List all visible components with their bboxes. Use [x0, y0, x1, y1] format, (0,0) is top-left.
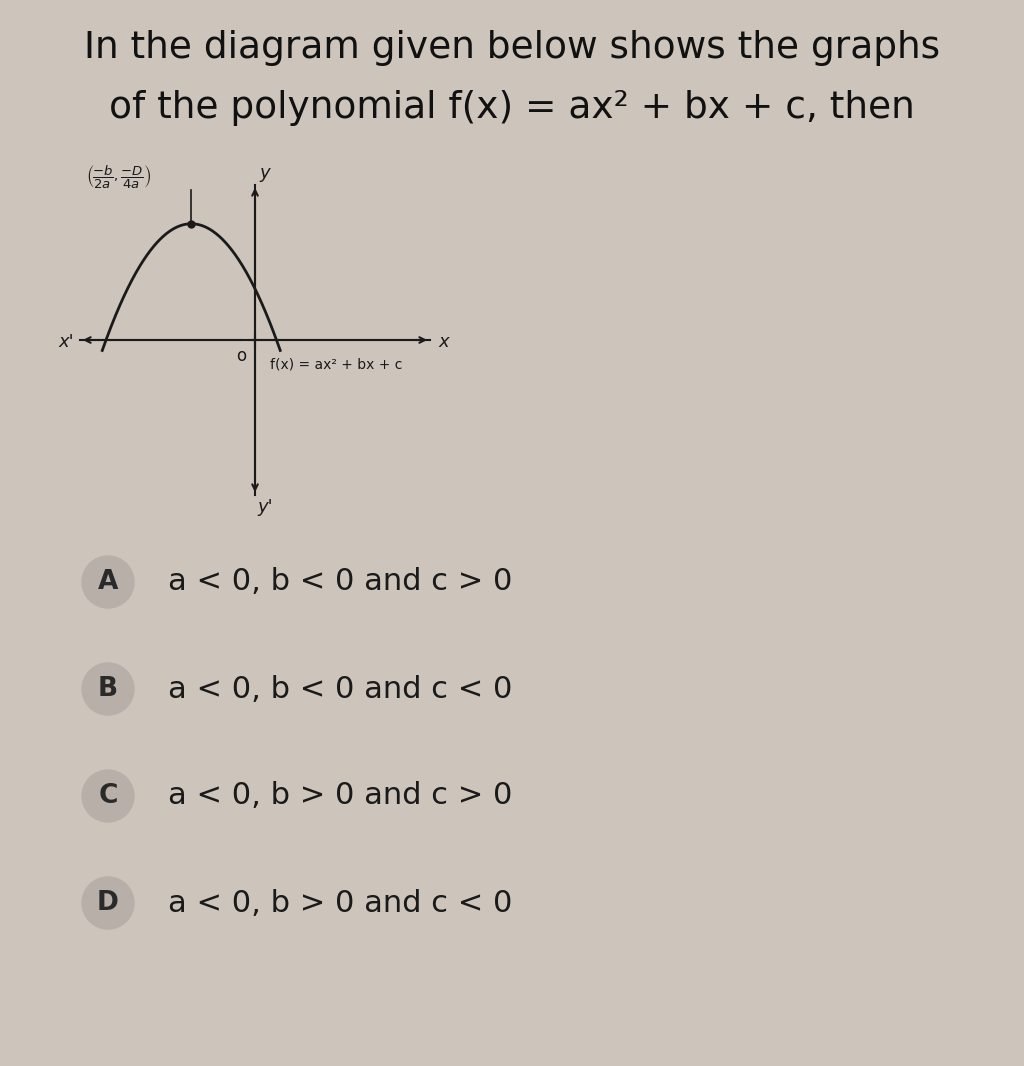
Text: a < 0, b > 0 and c > 0: a < 0, b > 0 and c > 0	[168, 781, 512, 810]
Text: o: o	[236, 348, 246, 365]
Text: A: A	[98, 569, 118, 595]
Text: y': y'	[257, 498, 272, 516]
Text: D: D	[97, 890, 119, 916]
Text: x: x	[438, 333, 450, 351]
Text: In the diagram given below shows the graphs: In the diagram given below shows the gra…	[84, 30, 940, 66]
Text: a < 0, b < 0 and c < 0: a < 0, b < 0 and c < 0	[168, 675, 512, 704]
Circle shape	[82, 663, 134, 715]
Text: y: y	[260, 164, 270, 182]
Text: of the polynomial f(x) = ax² + bx + c, then: of the polynomial f(x) = ax² + bx + c, t…	[110, 90, 914, 126]
Text: $\!\left(\dfrac{-b}{2a},\dfrac{-D}{4a}\right)$: $\!\left(\dfrac{-b}{2a},\dfrac{-D}{4a}\r…	[87, 164, 152, 191]
Circle shape	[82, 877, 134, 928]
Text: x': x'	[58, 333, 74, 351]
Text: a < 0, b < 0 and c > 0: a < 0, b < 0 and c > 0	[168, 567, 512, 597]
Circle shape	[82, 770, 134, 822]
Text: a < 0, b > 0 and c < 0: a < 0, b > 0 and c < 0	[168, 888, 512, 918]
Text: B: B	[98, 676, 118, 702]
Circle shape	[82, 556, 134, 608]
Text: f(x) = ax² + bx + c: f(x) = ax² + bx + c	[270, 358, 402, 372]
Text: C: C	[98, 784, 118, 809]
